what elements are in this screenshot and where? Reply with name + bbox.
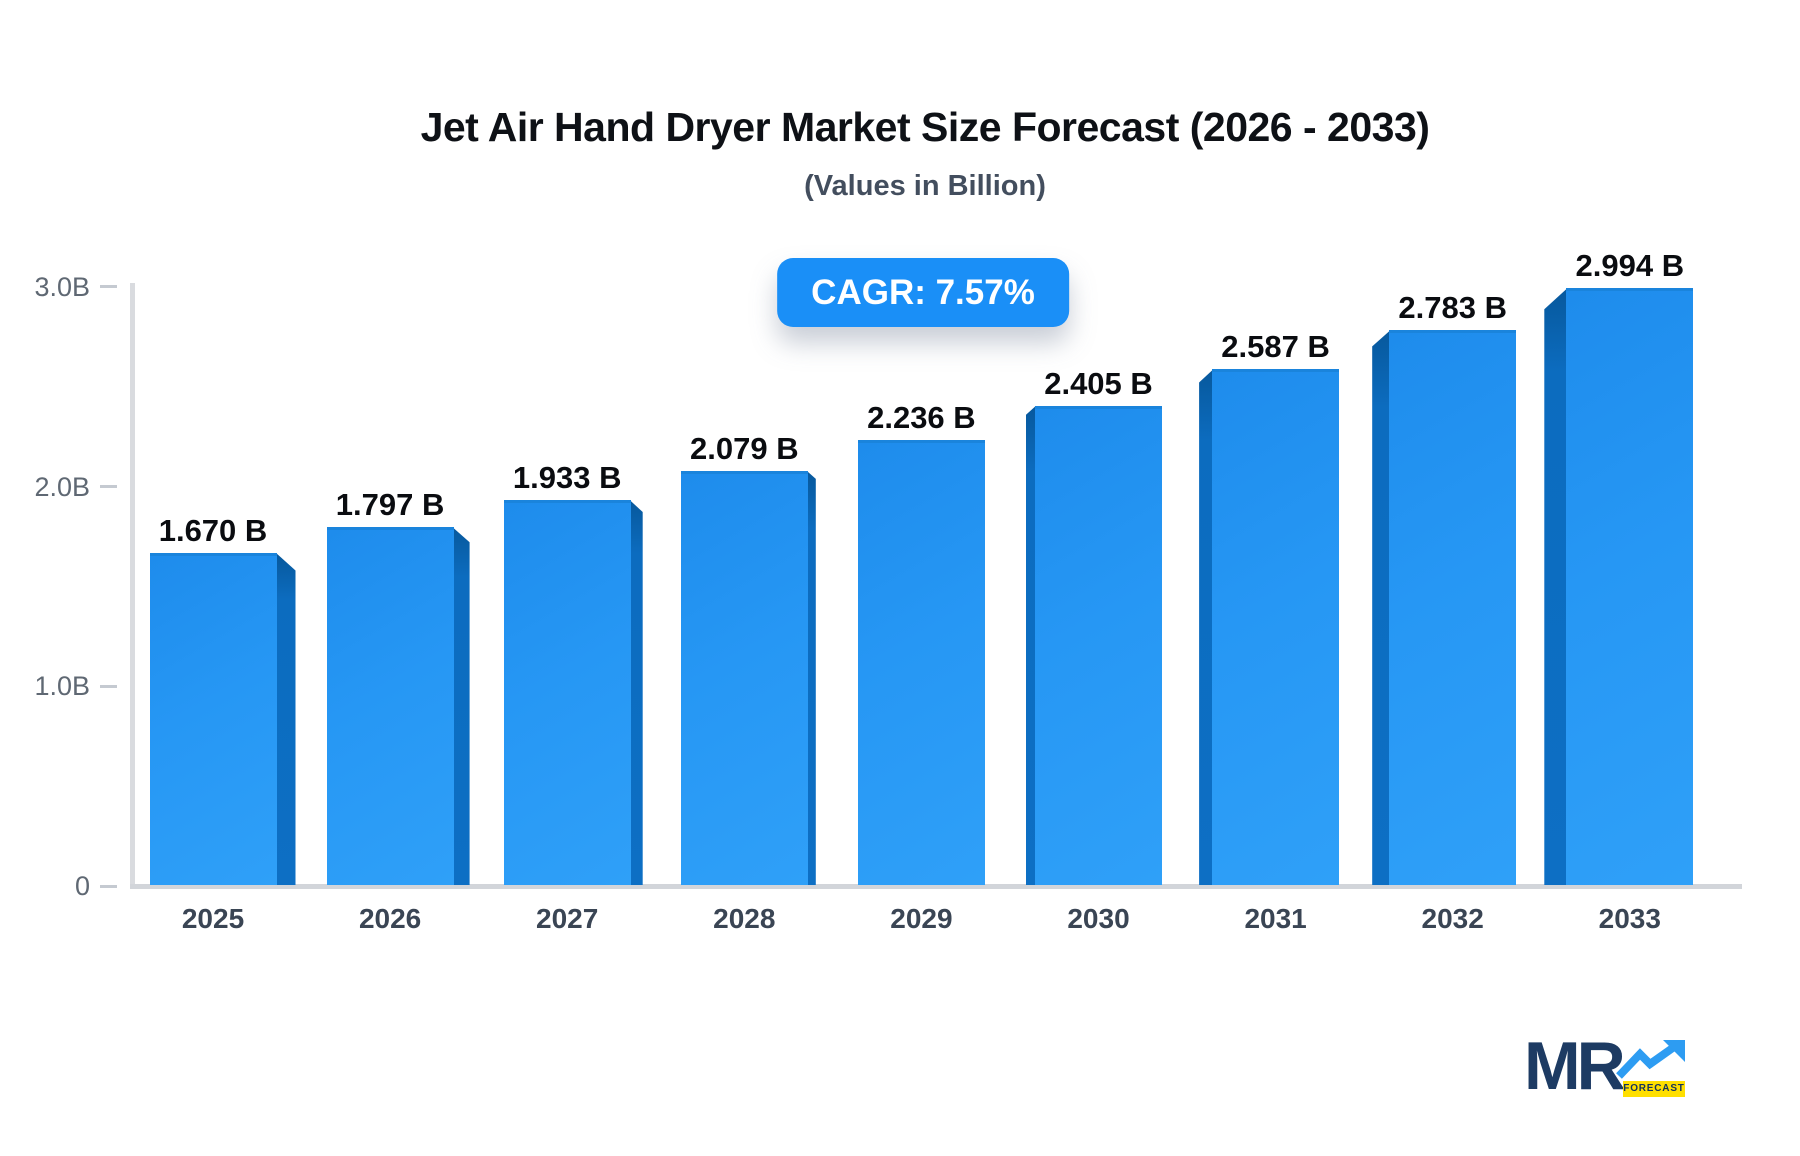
bar-value-label-2033: 2.994 B <box>1575 248 1685 284</box>
bar-2033 <box>1566 288 1694 885</box>
mr-forecast-logo: MR FORECAST <box>1524 1030 1694 1110</box>
bar-2032 <box>1389 330 1517 885</box>
y-axis-line <box>130 283 135 889</box>
logo-forecast-label: FORECAST <box>1623 1081 1685 1097</box>
y-tick-label: 1.0B <box>34 671 90 702</box>
x-axis-label-2028: 2028 <box>713 903 776 934</box>
cagr-badge: CAGR: 7.57% <box>777 258 1069 327</box>
bar-value-label-2026: 1.797 B <box>335 487 445 523</box>
bar-value-label-2029: 2.236 B <box>867 399 976 435</box>
bar-2027 <box>503 500 631 885</box>
x-axis-label-2031: 2031 <box>1244 903 1307 934</box>
bar-side-2025 <box>275 552 296 885</box>
bar-side-2027 <box>629 500 643 885</box>
x-axis-label-2027: 2027 <box>536 903 599 934</box>
bar-2028 <box>680 470 808 885</box>
bar-2029 <box>857 439 985 885</box>
x-axis-label-2029: 2029 <box>890 903 953 934</box>
x-axis-label-2033: 2033 <box>1598 903 1661 934</box>
bar-side-2030 <box>1026 405 1036 885</box>
logo-brand-text: MR <box>1524 1028 1626 1104</box>
x-axis-label-2025: 2025 <box>181 903 245 934</box>
x-axis-label-2026: 2026 <box>358 903 422 934</box>
y-tick-dash <box>100 285 117 289</box>
bar-side-2033 <box>1544 288 1568 885</box>
bar-2030 <box>1035 405 1162 885</box>
bar-value-label-2028: 2.079 B <box>690 430 799 466</box>
bar-side-2028 <box>806 470 816 885</box>
bar-side-2032 <box>1372 330 1391 885</box>
chart-title: Jet Air Hand Dryer Market Size Forecast … <box>420 104 1430 150</box>
bar-value-label-2030: 2.405 B <box>1044 365 1153 401</box>
bar-value-label-2031: 2.587 B <box>1221 329 1330 365</box>
x-axis-baseline <box>130 884 1742 889</box>
y-tick-dash <box>100 485 117 489</box>
x-axis-label-2032: 2032 <box>1421 903 1484 934</box>
bar-2026 <box>326 527 454 885</box>
bar-side-2026 <box>452 527 470 885</box>
bar-2025 <box>149 552 277 885</box>
x-axis-label-2030: 2030 <box>1067 903 1130 934</box>
y-tick-dash <box>100 884 117 888</box>
bar-value-label-2025: 1.670 B <box>158 512 268 548</box>
bar-side-2031 <box>1199 369 1214 885</box>
trending-up-arrow-icon <box>1616 1040 1685 1079</box>
y-tick-label: 0 <box>74 871 90 901</box>
y-tick-dash <box>100 684 117 688</box>
bar-value-label-2027: 1.933 B <box>512 460 622 496</box>
y-tick-label: 3.0B <box>34 271 90 302</box>
chart-subtitle: (Values in Billion) <box>804 170 1046 202</box>
bar-2031 <box>1212 369 1340 885</box>
y-tick-label: 2.0B <box>34 471 90 502</box>
bar-value-label-2032: 2.783 B <box>1398 290 1507 326</box>
